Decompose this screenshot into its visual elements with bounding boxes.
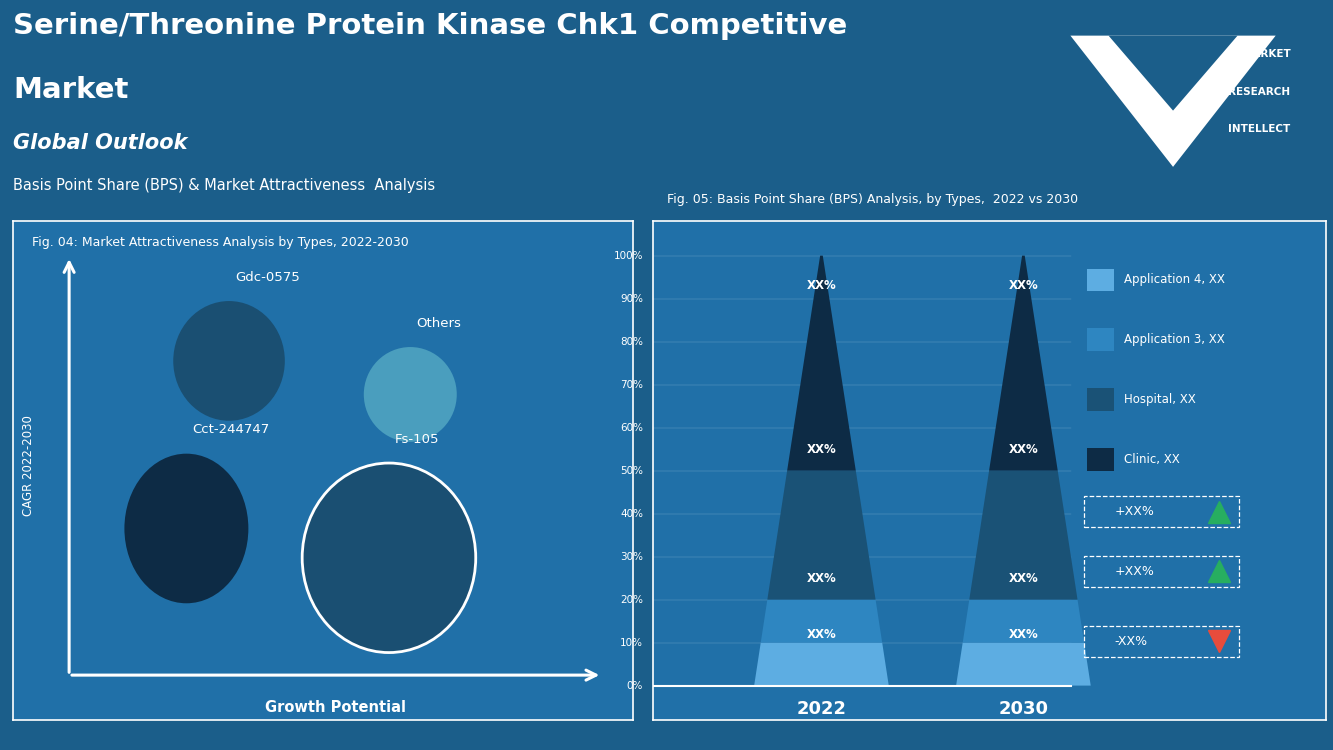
Text: Hospital, XX: Hospital, XX bbox=[1125, 393, 1196, 406]
Text: CAGR 2022-2030: CAGR 2022-2030 bbox=[23, 416, 36, 516]
Text: 70%: 70% bbox=[620, 380, 643, 390]
Bar bbox=[1088, 388, 1114, 411]
Polygon shape bbox=[956, 643, 1090, 686]
Text: 2022: 2022 bbox=[796, 700, 846, 718]
Text: XX%: XX% bbox=[1009, 572, 1038, 584]
Text: +XX%: +XX% bbox=[1114, 505, 1154, 518]
Text: XX%: XX% bbox=[806, 572, 836, 584]
Text: 20%: 20% bbox=[620, 595, 643, 604]
Text: XX%: XX% bbox=[1009, 442, 1038, 456]
Text: 0%: 0% bbox=[627, 680, 643, 691]
Text: MARKET: MARKET bbox=[1241, 50, 1290, 59]
Text: XX%: XX% bbox=[1009, 279, 1038, 292]
Text: Serine/Threonine Protein Kinase Chk1 Competitive: Serine/Threonine Protein Kinase Chk1 Com… bbox=[13, 11, 848, 40]
Bar bbox=[1088, 328, 1114, 351]
Text: 60%: 60% bbox=[620, 423, 643, 433]
Text: -XX%: -XX% bbox=[1114, 634, 1148, 648]
Bar bbox=[1088, 268, 1114, 291]
Text: XX%: XX% bbox=[806, 628, 836, 640]
Polygon shape bbox=[969, 471, 1077, 599]
Polygon shape bbox=[962, 599, 1084, 643]
Polygon shape bbox=[761, 599, 882, 643]
Text: +XX%: +XX% bbox=[1114, 565, 1154, 578]
Polygon shape bbox=[754, 643, 889, 686]
Text: Application 3, XX: Application 3, XX bbox=[1125, 333, 1225, 346]
Text: Fig. 05: Basis Point Share (BPS) Analysis, by Types,  2022 vs 2030: Fig. 05: Basis Point Share (BPS) Analysi… bbox=[666, 194, 1078, 206]
Text: Global Outlook: Global Outlook bbox=[13, 133, 188, 153]
Polygon shape bbox=[1109, 35, 1237, 111]
Text: Growth Potential: Growth Potential bbox=[265, 700, 407, 715]
Text: RESEARCH: RESEARCH bbox=[1228, 87, 1290, 97]
Ellipse shape bbox=[124, 454, 248, 603]
Text: Basis Point Share (BPS) & Market Attractiveness  Analysis: Basis Point Share (BPS) & Market Attract… bbox=[13, 178, 436, 193]
Text: Fs-105: Fs-105 bbox=[395, 433, 440, 445]
Text: Clinic, XX: Clinic, XX bbox=[1125, 453, 1180, 466]
Text: 100%: 100% bbox=[613, 251, 643, 261]
Text: INTELLECT: INTELLECT bbox=[1228, 124, 1290, 134]
Polygon shape bbox=[788, 256, 856, 471]
Text: 30%: 30% bbox=[620, 551, 643, 562]
Text: XX%: XX% bbox=[806, 279, 836, 292]
Polygon shape bbox=[768, 471, 876, 599]
Text: 10%: 10% bbox=[620, 638, 643, 647]
Ellipse shape bbox=[173, 301, 285, 421]
Polygon shape bbox=[989, 256, 1057, 471]
Text: Market: Market bbox=[13, 76, 129, 104]
Text: 40%: 40% bbox=[620, 509, 643, 518]
Text: Others: Others bbox=[416, 316, 461, 329]
Text: 80%: 80% bbox=[620, 337, 643, 346]
Text: Application 4, XX: Application 4, XX bbox=[1125, 273, 1225, 286]
Ellipse shape bbox=[364, 347, 457, 442]
Text: 50%: 50% bbox=[620, 466, 643, 476]
Text: Cct-244747: Cct-244747 bbox=[192, 423, 269, 436]
Text: 2030: 2030 bbox=[998, 700, 1049, 718]
Polygon shape bbox=[1070, 35, 1276, 167]
Text: Fig. 04: Market Attractiveness Analysis by Types, 2022-2030: Fig. 04: Market Attractiveness Analysis … bbox=[32, 236, 409, 249]
Bar bbox=[1088, 448, 1114, 471]
Text: XX%: XX% bbox=[1009, 628, 1038, 640]
Text: Gdc-0575: Gdc-0575 bbox=[235, 271, 300, 284]
Text: 90%: 90% bbox=[620, 294, 643, 304]
Text: XX%: XX% bbox=[806, 442, 836, 456]
Ellipse shape bbox=[303, 463, 476, 652]
